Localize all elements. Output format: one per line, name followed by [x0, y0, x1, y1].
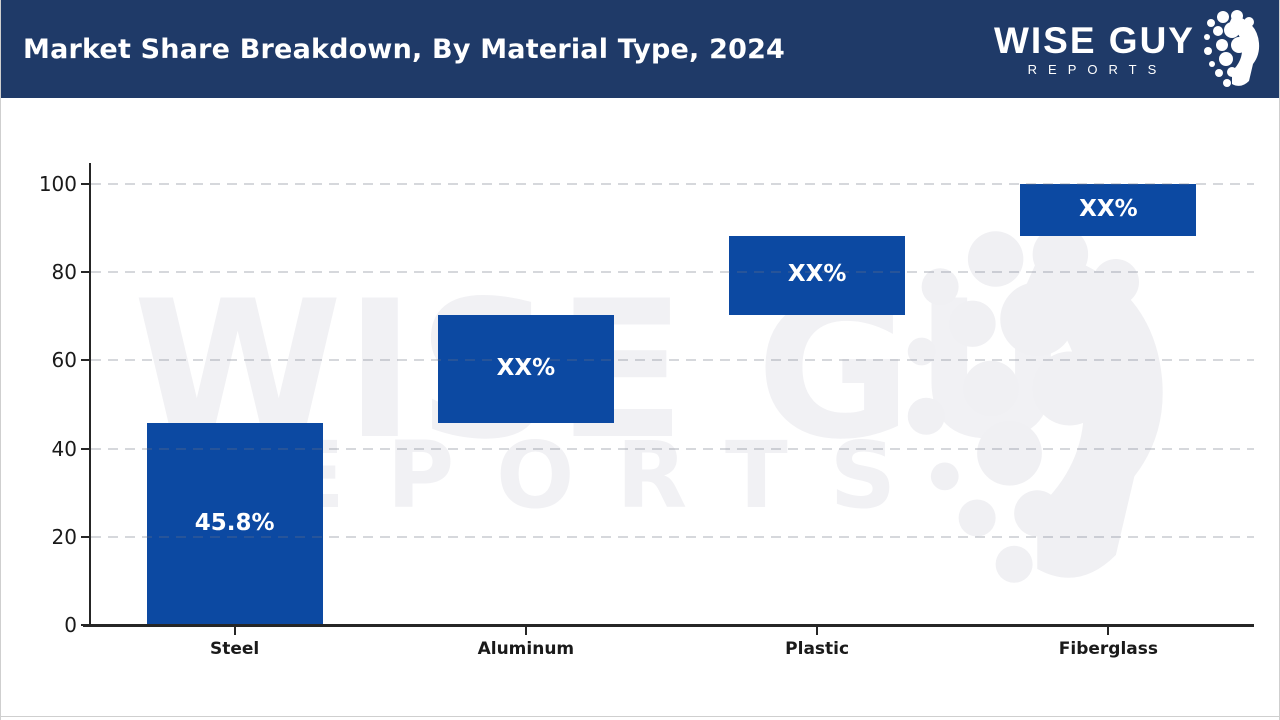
header-band: Market Share Breakdown, By Material Type…	[1, 0, 1279, 98]
y-tick-mark	[81, 183, 89, 185]
y-tick-label: 80	[51, 260, 77, 285]
y-tick-label: 0	[64, 613, 77, 637]
x-tick-mark	[1107, 627, 1110, 635]
bar-value-label: XX%	[787, 261, 847, 288]
bar-steel	[146, 423, 323, 625]
watermark-head-icon	[907, 226, 1163, 583]
chart-title: Market Share Breakdown, By Material Type…	[23, 33, 786, 65]
bar-value-label: XX%	[1079, 195, 1138, 222]
gridline	[91, 183, 1254, 185]
x-tick-mark	[524, 627, 527, 635]
bottom-rule	[1, 716, 1279, 717]
y-tick-mark	[81, 624, 89, 626]
x-tick-label: Aluminum	[477, 639, 575, 659]
x-axis-line	[83, 624, 1254, 627]
bar-aluminum	[437, 314, 614, 423]
x-tick-label: Steel	[209, 639, 260, 659]
gridline	[91, 359, 1254, 362]
gridline	[91, 535, 1254, 538]
y-tick-mark	[81, 271, 89, 274]
wise-guy-reports-logo: WISE GUY REPORTS	[994, 9, 1261, 89]
y-tick-mark	[81, 535, 89, 538]
y-tick-label: 40	[51, 436, 77, 461]
bar-value-label: XX%	[496, 354, 556, 381]
y-tick-label: 20	[51, 524, 77, 549]
y-tick-label: 100	[38, 172, 77, 196]
gridline	[91, 447, 1254, 450]
x-tick-mark	[816, 627, 819, 635]
logo-subtext: REPORTS	[1027, 62, 1168, 77]
logo-text: WISE GUY REPORTS	[994, 22, 1195, 76]
x-tick-label: Plastic	[785, 639, 850, 659]
bar-plastic	[729, 235, 906, 315]
dotted-head-icon	[1204, 10, 1260, 87]
y-tick-label: 60	[51, 348, 77, 373]
gridline	[91, 271, 1254, 274]
bar-value-label: 45.8%	[194, 510, 275, 536]
x-tick-mark	[233, 627, 236, 635]
y-axis-line	[89, 163, 91, 626]
logo-wordmark: WISE GUY	[993, 20, 1195, 61]
x-tick-label: Fiberglass	[1058, 639, 1158, 659]
bar-fiberglass	[1020, 184, 1197, 236]
y-tick-mark	[81, 359, 89, 362]
y-tick-mark	[81, 447, 89, 450]
